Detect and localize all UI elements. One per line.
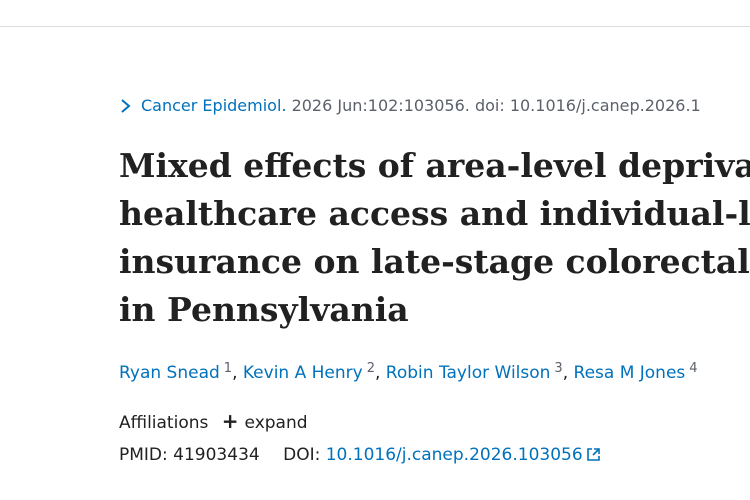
author-link-resa-m-jones[interactable]: Resa M Jones bbox=[573, 363, 686, 383]
title-line: healthcare access and individual-level bbox=[119, 194, 750, 233]
title-line: in Pennsylvania bbox=[119, 290, 409, 329]
author-link-robin-taylor-wilson[interactable]: Robin Taylor Wilson bbox=[385, 363, 551, 383]
top-bar bbox=[0, 0, 750, 27]
doi-link[interactable]: 10.1016/j.canep.2026.103056 bbox=[326, 445, 601, 465]
affiliation-ref[interactable]: 1 bbox=[223, 361, 233, 376]
citation-details: 2026 Jun:102:103056. doi: 10.1016/j.cane… bbox=[286, 96, 701, 115]
doi-value: 10.1016/j.canep.2026.103056 bbox=[325, 445, 583, 465]
affiliations-expand-button[interactable]: + expand bbox=[222, 409, 308, 433]
article-title: Mixed effects of area-level deprivation … bbox=[119, 142, 750, 334]
identifiers-row: PMID: 41903434 DOI: 10.1016/j.canep.2026… bbox=[119, 442, 601, 468]
journal-link[interactable]: Cancer Epidemiol. bbox=[141, 96, 287, 115]
chevron-right-icon bbox=[121, 99, 131, 113]
affiliation-ref[interactable]: 4 bbox=[689, 361, 698, 376]
affiliations-label: Affiliations bbox=[119, 413, 209, 433]
external-link-icon bbox=[586, 448, 600, 461]
affiliation-ref[interactable]: 2 bbox=[366, 361, 375, 376]
author-link-ryan-snead[interactable]: Ryan Snead bbox=[119, 363, 220, 383]
citation-line: Cancer Epidemiol. 2026 Jun:102:103056. d… bbox=[119, 94, 750, 118]
title-line: insurance on late-stage colorectal cance… bbox=[119, 242, 750, 281]
doi-label: DOI: bbox=[283, 445, 321, 465]
author-link-kevin-a-henry[interactable]: Kevin A Henry bbox=[242, 363, 363, 383]
affiliations-row: Affiliations + expand bbox=[119, 408, 308, 436]
author-list: Ryan Snead 1, Kevin A Henry 2, Robin Taylo… bbox=[119, 361, 698, 383]
title-line: Mixed effects of area-level deprivation bbox=[119, 146, 750, 185]
plus-icon: + bbox=[221, 409, 239, 433]
expand-label: expand bbox=[244, 413, 308, 433]
pmid-label: PMID: bbox=[119, 445, 168, 465]
pmid-value: 41903434 bbox=[173, 445, 260, 465]
affiliation-ref[interactable]: 3 bbox=[554, 361, 563, 376]
